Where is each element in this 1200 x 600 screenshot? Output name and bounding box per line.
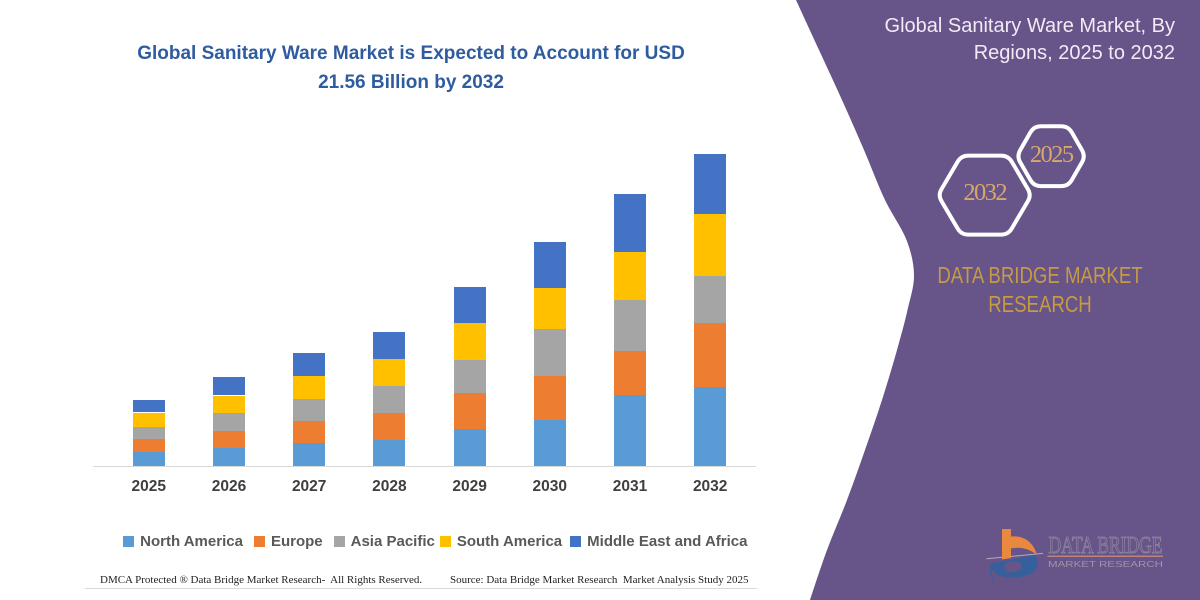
svg-text:MARKET RESEARCH: MARKET RESEARCH [1048,560,1163,569]
svg-text:DATA BRIDGE: DATA BRIDGE [1049,533,1163,559]
